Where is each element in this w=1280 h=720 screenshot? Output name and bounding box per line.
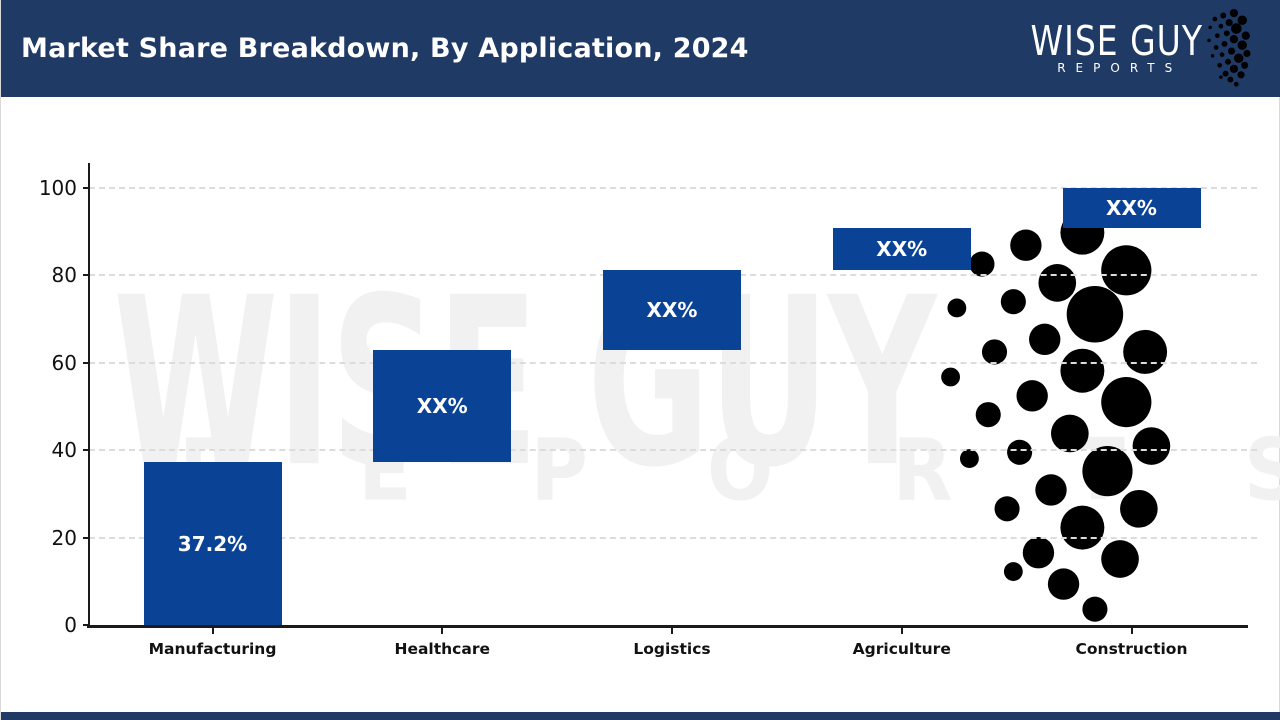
y-tick-label-40: 40 [51, 438, 77, 462]
x-axis-spine [87, 625, 1248, 628]
bar-construction: XX% [1062, 187, 1201, 228]
x-tick-label-3: Agriculture [852, 640, 951, 658]
bar-logistics: XX% [603, 269, 741, 351]
wise-guy-reports-logo: WISE GUY REPORTS #logo-head .hp{stroke:#… [1017, 6, 1267, 92]
y-tick-20 [83, 536, 89, 539]
chart-title: Market Share Breakdown, By Application, … [21, 33, 749, 64]
x-tick-1 [441, 627, 444, 634]
gridline-100 [89, 186, 1257, 189]
y-tick-label-100: 100 [38, 175, 77, 200]
bar-healthcare: XX% [373, 350, 512, 463]
bar-value-label: XX% [1106, 195, 1157, 220]
logo-wordmark: WISE GUY REPORTS [1030, 19, 1203, 75]
y-tick-40 [83, 449, 89, 451]
x-tick-0 [211, 627, 214, 634]
footer-bar [1, 712, 1280, 720]
y-tick-0 [83, 624, 89, 626]
x-tick-label-2: Logistics [633, 640, 711, 658]
x-tick-label-1: Healthcare [394, 640, 490, 658]
gridline-20 [89, 536, 1257, 539]
y-tick-100 [83, 186, 89, 189]
logo-wise-guy-text: WISE GUY [1030, 15, 1203, 65]
x-tick-4 [1130, 627, 1133, 634]
y-tick-label-80: 80 [51, 263, 77, 287]
bar-agriculture: XX% [832, 227, 971, 270]
x-tick-2 [671, 627, 673, 634]
logo-reports-text: REPORTS [1057, 60, 1183, 75]
y-axis-spine [88, 163, 90, 627]
x-tick-label-0: Manufacturing [148, 640, 277, 658]
y-tick-60 [83, 361, 89, 364]
gridline-40 [89, 449, 1257, 451]
bar-value-label: XX% [416, 394, 468, 419]
y-tick-label-0: 0 [64, 613, 77, 637]
chart-header: Market Share Breakdown, By Application, … [1, 0, 1280, 97]
x-tick-3 [900, 627, 903, 634]
bar-value-label: XX% [876, 236, 928, 261]
x-tick-label-4: Construction [1075, 640, 1188, 658]
bar-value-label: XX% [646, 298, 698, 322]
bar-manufacturing: 37.2% [143, 462, 282, 625]
y-tick-label-20: 20 [51, 525, 77, 550]
gridline-60 [89, 361, 1257, 364]
bar-value-label: 37.2% [177, 531, 248, 556]
watermark-wordmark: WISE GUY [113, 249, 937, 520]
y-tick-80 [83, 274, 89, 276]
y-tick-label-60: 60 [51, 350, 77, 375]
